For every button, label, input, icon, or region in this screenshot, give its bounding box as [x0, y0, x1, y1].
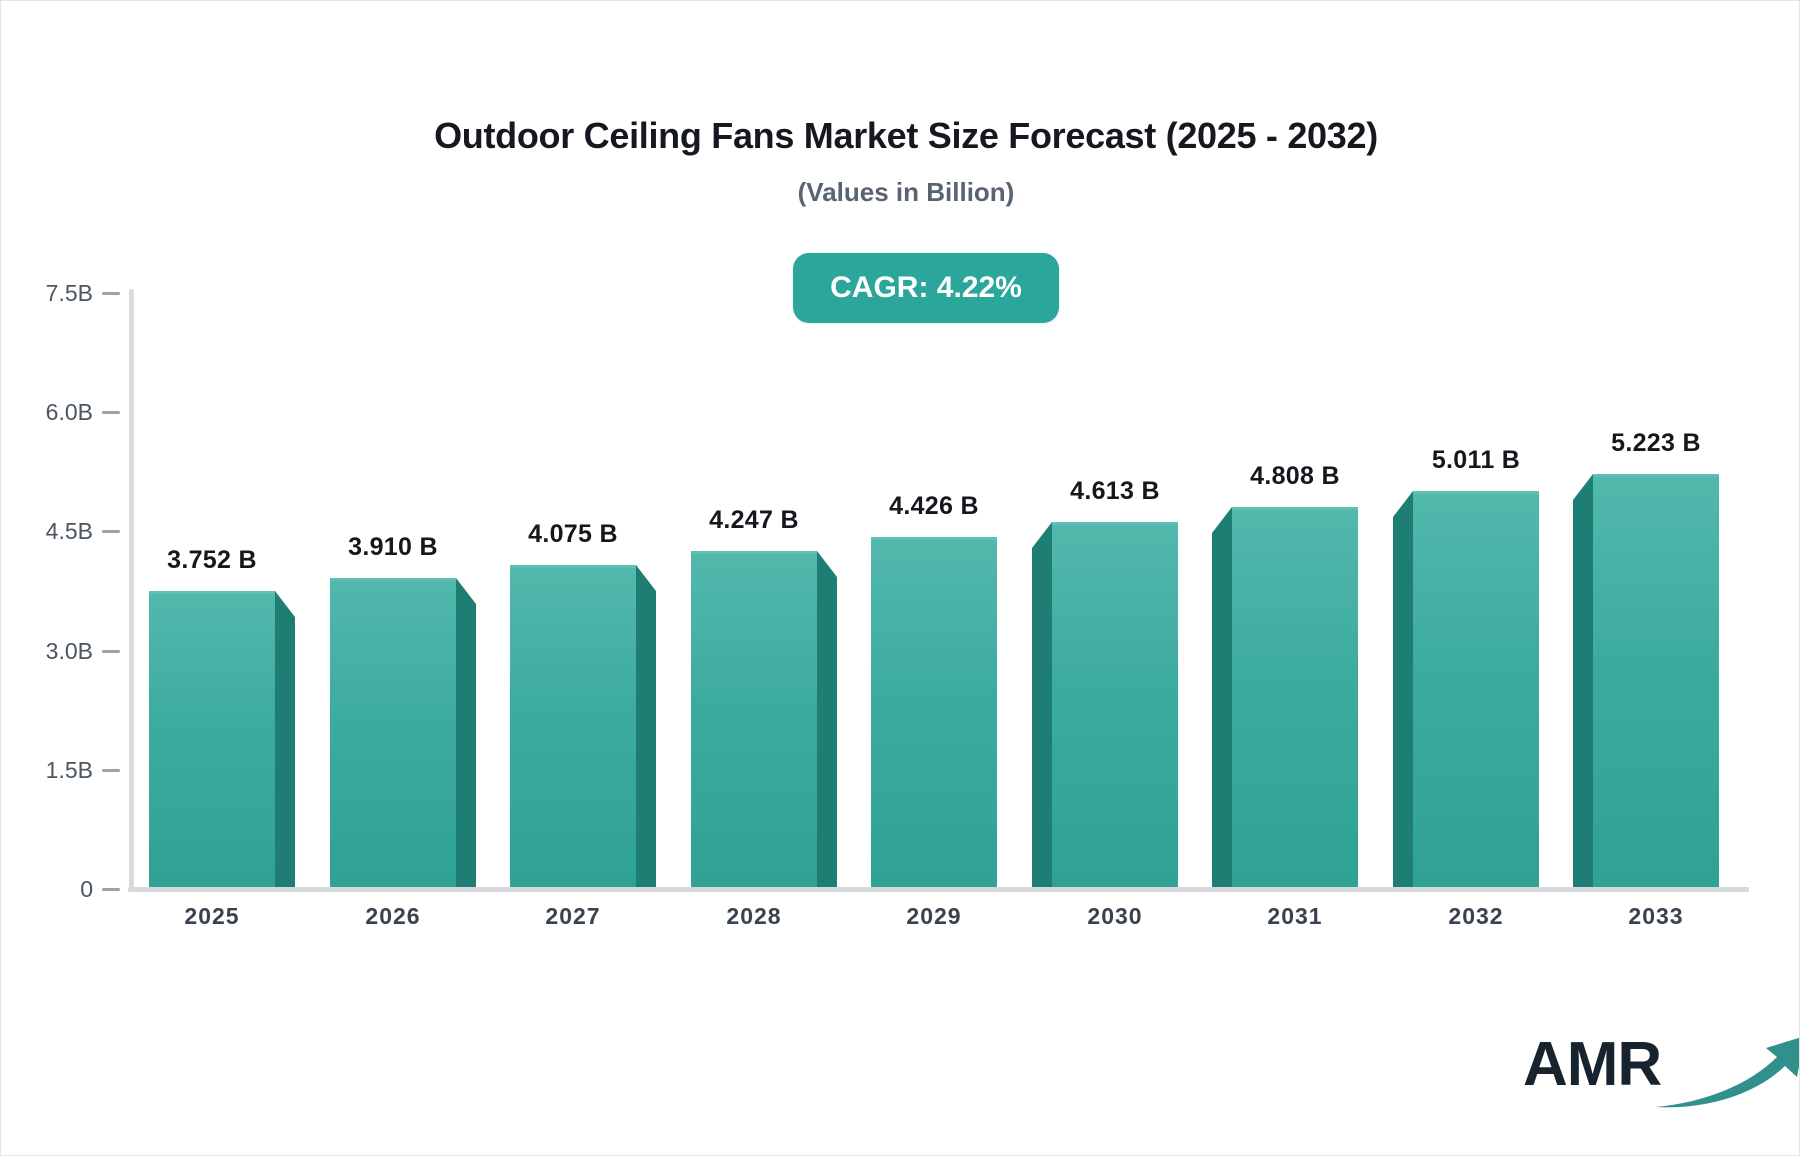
bar-side-2025 [275, 591, 295, 889]
bar-2032 [1413, 491, 1539, 889]
bar-2029 [871, 537, 997, 889]
y-axis-line [129, 289, 134, 892]
bar-value-label: 4.613 B [1070, 477, 1160, 505]
bar-2025 [149, 591, 275, 889]
y-axis-tick [102, 650, 120, 653]
bar-2033 [1593, 474, 1719, 889]
bar-value-label: 3.910 B [348, 533, 438, 561]
bar-value-label: 4.808 B [1250, 462, 1340, 490]
bar-2031 [1232, 507, 1358, 889]
bar-value-label: 4.426 B [889, 492, 979, 520]
bar-value-label: 3.752 B [167, 546, 257, 574]
bar-2030 [1052, 522, 1178, 889]
bar-value-label: 5.011 B [1431, 446, 1521, 474]
x-axis-label: 2026 [365, 903, 421, 929]
x-axis-label: 2029 [906, 903, 962, 929]
y-axis-tick [102, 769, 120, 772]
x-axis-label: 2030 [1087, 903, 1143, 929]
x-axis-label: 2025 [184, 903, 240, 929]
cagr-badge-label: CAGR: 4.22% [830, 271, 1022, 304]
bar-side-2027 [636, 565, 656, 889]
bar-side-2033 [1573, 474, 1593, 889]
x-axis-label: 2033 [1628, 903, 1684, 929]
bar-value-label: 4.247 B [709, 506, 799, 534]
y-axis-tick [102, 292, 120, 295]
y-axis-label: 7.5B [45, 280, 93, 306]
bar-2026 [330, 578, 456, 889]
y-axis-label: 3.0B [45, 638, 93, 664]
growth-arrow-icon [1655, 1037, 1799, 1108]
bar-side-2030 [1032, 522, 1052, 889]
x-axis-label: 2032 [1448, 903, 1504, 929]
bar-side-2032 [1393, 491, 1413, 889]
x-axis-line [128, 887, 1749, 892]
y-axis-tick [102, 530, 120, 533]
amr-logo: AMR [1523, 1029, 1799, 1119]
chart-title: Outdoor Ceiling Fans Market Size Forecas… [434, 115, 1378, 156]
bar-value-label: 5.223 B [1611, 429, 1701, 457]
y-axis-label: 6.0B [45, 399, 93, 425]
y-axis-tick [102, 888, 120, 891]
x-axis-label: 2031 [1267, 903, 1323, 929]
y-axis-label: 4.5B [45, 518, 93, 544]
y-axis-tick [102, 411, 120, 414]
chart-subtitle: (Values in Billion) [797, 177, 1015, 207]
bar-side-2031 [1212, 507, 1232, 889]
y-axis-label: 0 [80, 876, 93, 902]
amr-logo-text: AMR [1523, 1030, 1662, 1099]
x-axis-label: 2028 [726, 903, 782, 929]
bar-2028 [691, 551, 817, 889]
x-axis-label: 2027 [545, 903, 601, 929]
bar-side-2026 [456, 578, 476, 889]
y-axis-label: 1.5B [45, 757, 93, 783]
bar-side-2028 [817, 551, 837, 889]
bar-value-label: 4.075 B [528, 520, 618, 548]
bar-2027 [510, 565, 636, 889]
cagr-badge: CAGR: 4.22% [793, 253, 1059, 323]
